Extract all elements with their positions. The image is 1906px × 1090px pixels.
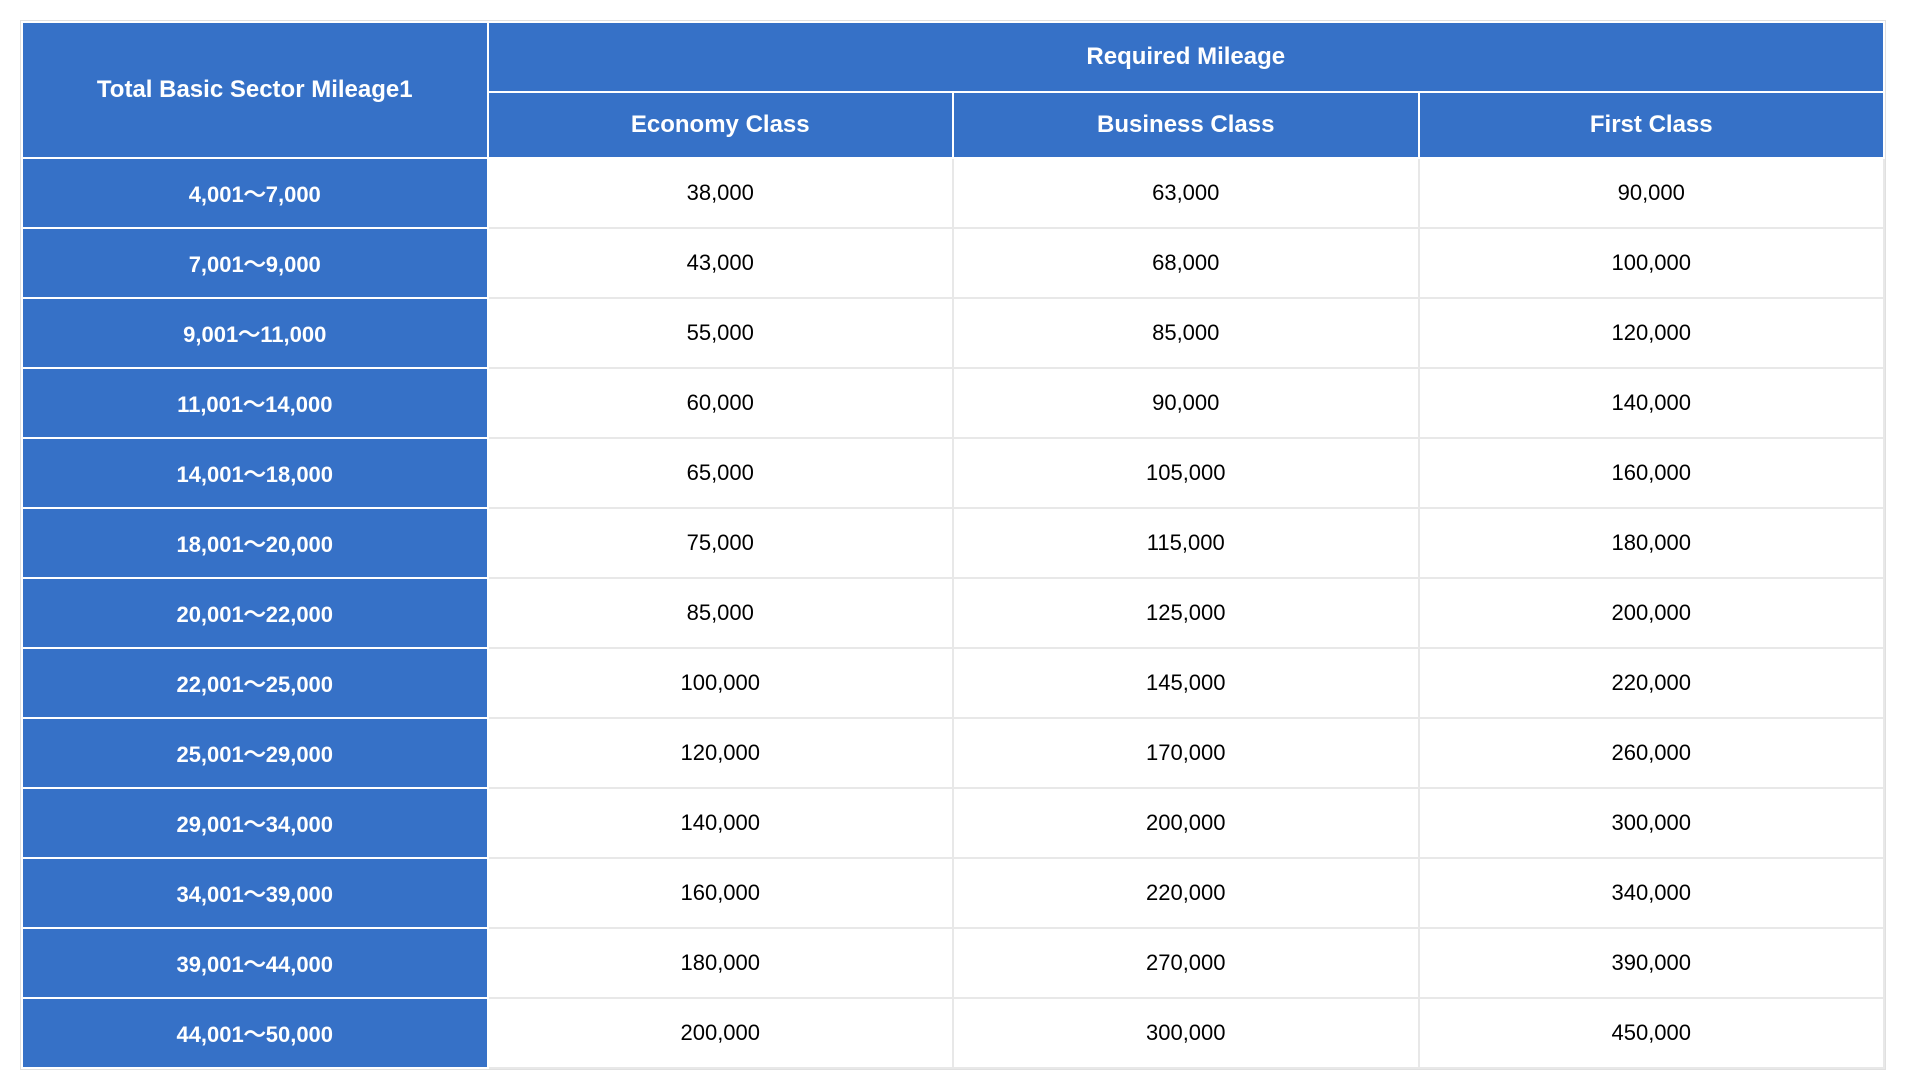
table-row: 18,001～20,000 75,000 115,000 180,000: [22, 508, 1884, 578]
economy-value: 180,000: [488, 928, 954, 998]
first-value: 450,000: [1419, 998, 1885, 1068]
business-value: 63,000: [953, 158, 1419, 228]
economy-value: 65,000: [488, 438, 954, 508]
business-value: 145,000: [953, 648, 1419, 718]
mileage-range: 20,001～22,000: [22, 578, 488, 648]
mileage-range: 7,001～9,000: [22, 228, 488, 298]
column-header-first: First Class: [1419, 92, 1885, 158]
business-value: 270,000: [953, 928, 1419, 998]
grouped-header-title: Required Mileage: [488, 22, 1885, 92]
economy-value: 140,000: [488, 788, 954, 858]
economy-value: 60,000: [488, 368, 954, 438]
column-header-business: Business Class: [953, 92, 1419, 158]
economy-value: 120,000: [488, 718, 954, 788]
table-row: 25,001～29,000 120,000 170,000 260,000: [22, 718, 1884, 788]
mileage-range: 11,001～14,000: [22, 368, 488, 438]
table-row: 14,001～18,000 65,000 105,000 160,000: [22, 438, 1884, 508]
first-value: 180,000: [1419, 508, 1885, 578]
business-value: 125,000: [953, 578, 1419, 648]
table-row: 44,001～50,000 200,000 300,000 450,000: [22, 998, 1884, 1068]
mileage-range: 4,001～7,000: [22, 158, 488, 228]
economy-value: 75,000: [488, 508, 954, 578]
table-row: 22,001～25,000 100,000 145,000 220,000: [22, 648, 1884, 718]
first-value: 160,000: [1419, 438, 1885, 508]
first-value: 200,000: [1419, 578, 1885, 648]
mileage-range: 14,001～18,000: [22, 438, 488, 508]
first-value: 90,000: [1419, 158, 1885, 228]
economy-value: 160,000: [488, 858, 954, 928]
table-row: 4,001～7,000 38,000 63,000 90,000: [22, 158, 1884, 228]
economy-value: 85,000: [488, 578, 954, 648]
first-value: 140,000: [1419, 368, 1885, 438]
table-row: 20,001～22,000 85,000 125,000 200,000: [22, 578, 1884, 648]
business-value: 300,000: [953, 998, 1419, 1068]
table-header-row-1: Total Basic Sector Mileage1 Required Mil…: [22, 22, 1884, 92]
business-value: 90,000: [953, 368, 1419, 438]
first-value: 300,000: [1419, 788, 1885, 858]
table-body: 4,001～7,000 38,000 63,000 90,000 7,001～9…: [22, 158, 1884, 1068]
business-value: 170,000: [953, 718, 1419, 788]
table-row: 34,001～39,000 160,000 220,000 340,000: [22, 858, 1884, 928]
business-value: 85,000: [953, 298, 1419, 368]
table-row: 11,001～14,000 60,000 90,000 140,000: [22, 368, 1884, 438]
business-value: 68,000: [953, 228, 1419, 298]
row-header-title: Total Basic Sector Mileage1: [22, 22, 488, 158]
table-row: 39,001～44,000 180,000 270,000 390,000: [22, 928, 1884, 998]
economy-value: 100,000: [488, 648, 954, 718]
business-value: 200,000: [953, 788, 1419, 858]
first-value: 220,000: [1419, 648, 1885, 718]
mileage-range: 22,001～25,000: [22, 648, 488, 718]
mileage-range: 25,001～29,000: [22, 718, 488, 788]
mileage-table: Total Basic Sector Mileage1 Required Mil…: [21, 21, 1885, 1069]
first-value: 260,000: [1419, 718, 1885, 788]
first-value: 120,000: [1419, 298, 1885, 368]
first-value: 340,000: [1419, 858, 1885, 928]
economy-value: 38,000: [488, 158, 954, 228]
business-value: 220,000: [953, 858, 1419, 928]
table-row: 29,001～34,000 140,000 200,000 300,000: [22, 788, 1884, 858]
mileage-range: 44,001～50,000: [22, 998, 488, 1068]
economy-value: 200,000: [488, 998, 954, 1068]
mileage-range: 9,001～11,000: [22, 298, 488, 368]
column-header-economy: Economy Class: [488, 92, 954, 158]
table-row: 7,001～9,000 43,000 68,000 100,000: [22, 228, 1884, 298]
economy-value: 55,000: [488, 298, 954, 368]
business-value: 105,000: [953, 438, 1419, 508]
mileage-range: 39,001～44,000: [22, 928, 488, 998]
mileage-range: 29,001～34,000: [22, 788, 488, 858]
first-value: 390,000: [1419, 928, 1885, 998]
mileage-table-container: Total Basic Sector Mileage1 Required Mil…: [20, 20, 1886, 1070]
table-row: 9,001～11,000 55,000 85,000 120,000: [22, 298, 1884, 368]
first-value: 100,000: [1419, 228, 1885, 298]
mileage-range: 18,001～20,000: [22, 508, 488, 578]
economy-value: 43,000: [488, 228, 954, 298]
business-value: 115,000: [953, 508, 1419, 578]
mileage-range: 34,001～39,000: [22, 858, 488, 928]
